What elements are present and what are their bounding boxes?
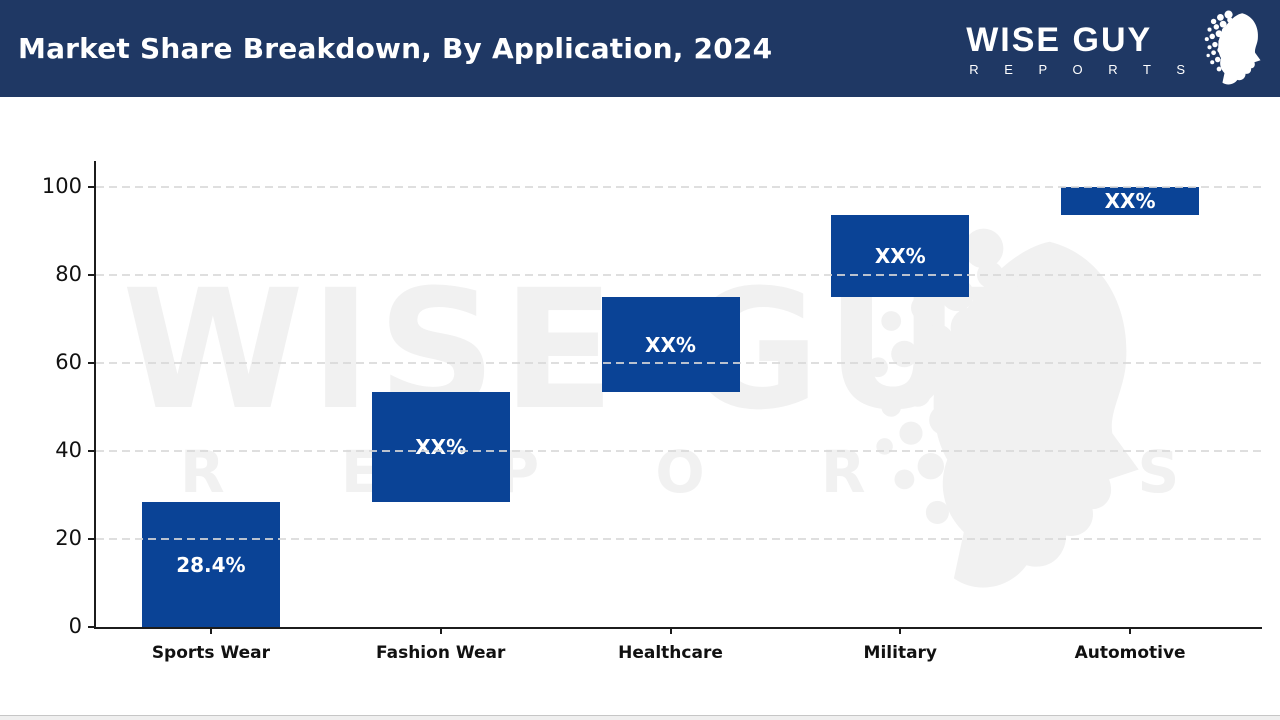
x-tick-mark — [439, 627, 442, 634]
x-tick-mark — [1129, 627, 1132, 634]
x-tick-label: Automotive — [1074, 643, 1186, 663]
y-tick-mark — [88, 626, 96, 628]
bar-sports-wear: 28.4% — [141, 502, 280, 627]
y-tick-label: 40 — [55, 438, 82, 462]
x-tick-mark — [899, 627, 902, 634]
x-tick-label: Fashion Wear — [376, 643, 506, 663]
y-tick-mark — [88, 274, 96, 276]
wise-guy-reports-logo: WISE GUY R E P O R T S — [966, 6, 1268, 94]
bar-value-label: XX% — [645, 332, 696, 357]
y-tick-label: 60 — [55, 350, 82, 374]
footer-rule — [0, 715, 1280, 720]
y-tick-mark — [88, 362, 96, 364]
bar-value-label: XX% — [874, 244, 926, 269]
logo-face-icon — [1200, 9, 1268, 91]
bar-military: XX% — [831, 215, 970, 297]
y-tick-label: 80 — [55, 262, 82, 286]
y-tick-mark — [88, 450, 96, 452]
bar-value-label: 28.4% — [176, 552, 246, 577]
x-tick-label: Healthcare — [618, 643, 723, 663]
y-tick-mark — [88, 186, 96, 188]
page-title: Market Share Breakdown, By Application, … — [18, 32, 773, 65]
logo-subtitle: R E P O R T S — [969, 62, 1196, 77]
y-tick-label: 0 — [68, 614, 82, 638]
logo-text: WISE GUY R E P O R T S — [966, 23, 1196, 77]
y-tick-label: 100 — [41, 174, 82, 198]
y-axis-line — [94, 161, 96, 629]
bar-fashion-wear: XX% — [371, 392, 510, 503]
bar-value-label: XX% — [1104, 189, 1156, 214]
header-bar: Market Share Breakdown, By Application, … — [0, 0, 1280, 97]
gridline — [96, 274, 1262, 276]
bar-healthcare: XX% — [601, 297, 740, 393]
bar-automotive: XX% — [1061, 187, 1200, 216]
x-tick-mark — [669, 627, 672, 634]
bar-value-label: XX% — [415, 435, 467, 460]
x-tick-label: Sports Wear — [151, 643, 270, 663]
x-tick-label: Military — [863, 643, 938, 663]
y-tick-label: 20 — [55, 526, 82, 550]
gridline — [96, 450, 1262, 452]
logo-wordmark: WISE GUY — [966, 21, 1153, 59]
plot-area: 0 20 40 60 80 100 28.4% Sports Wear XX% Fashion W… — [0, 97, 1280, 720]
x-tick-mark — [209, 627, 212, 634]
x-axis-line — [94, 627, 1262, 629]
y-tick-mark — [88, 538, 96, 540]
